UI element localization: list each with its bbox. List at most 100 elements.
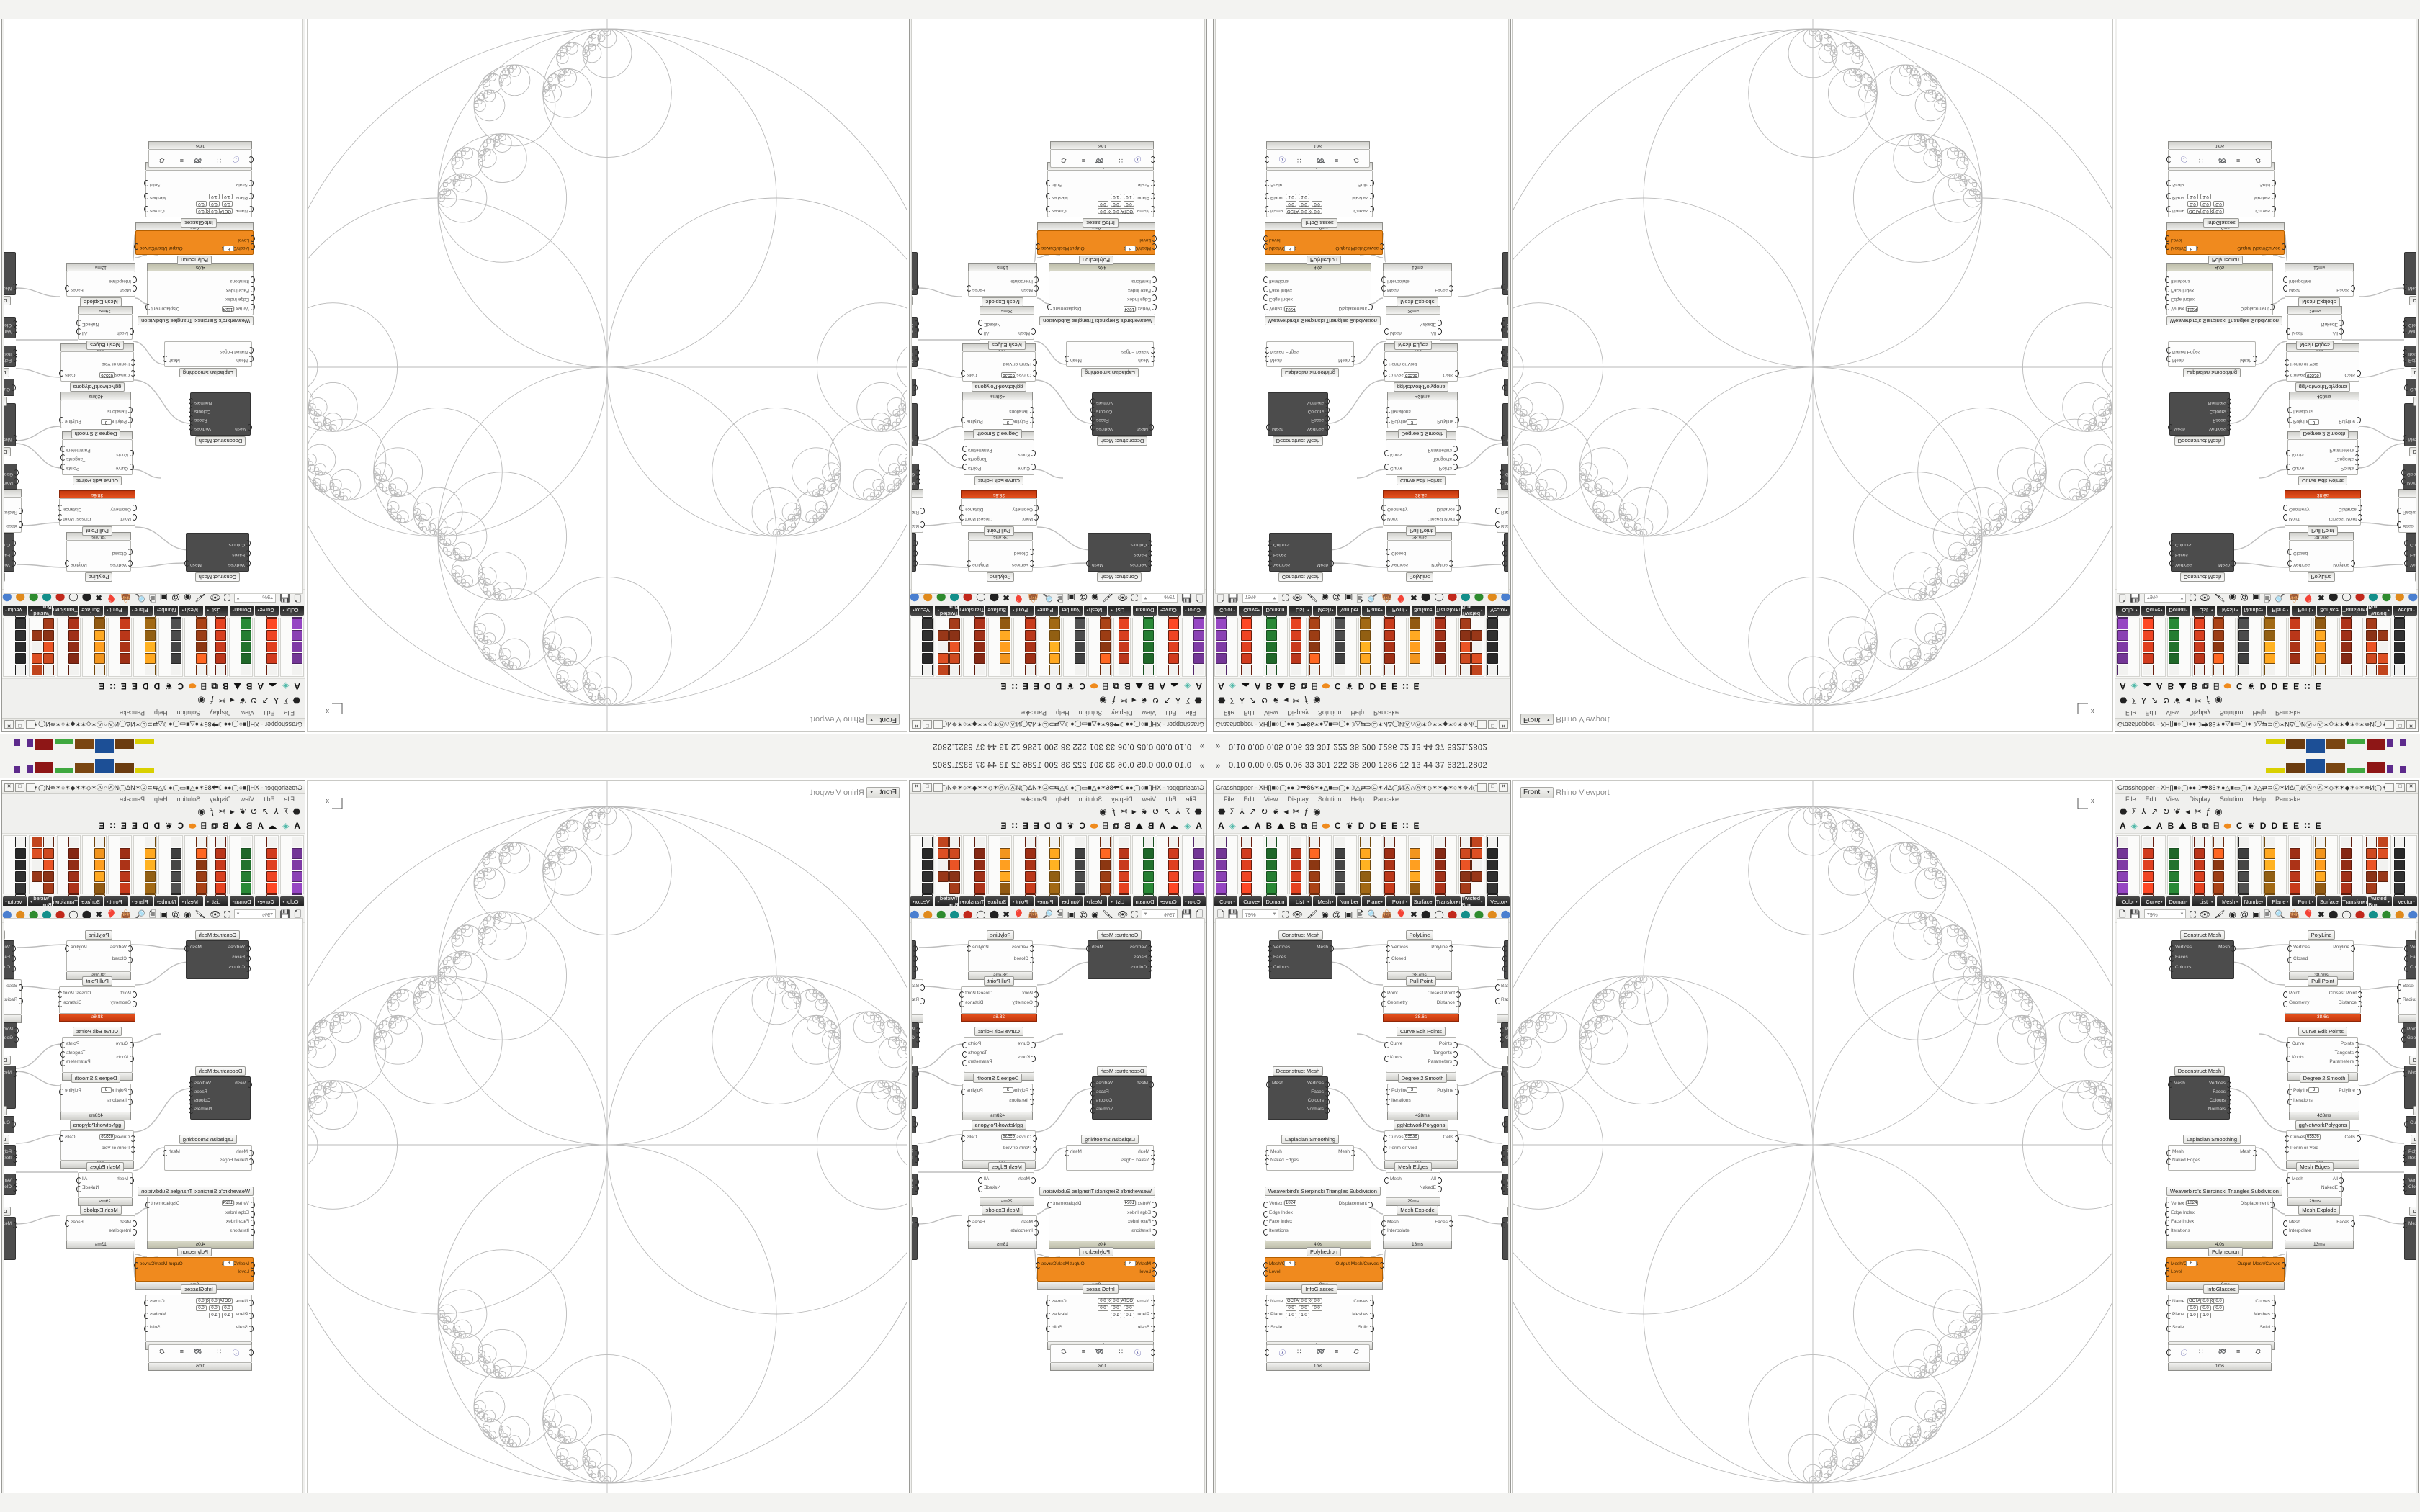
component-icon[interactable] bbox=[1487, 883, 1499, 894]
input-port[interactable] bbox=[2169, 540, 2174, 546]
shard-icon[interactable]: ◈ bbox=[1184, 681, 1191, 691]
output-port[interactable] bbox=[959, 514, 964, 521]
component-icon[interactable] bbox=[949, 883, 961, 894]
fit-view-icon[interactable]: ⛶ bbox=[1131, 593, 1138, 603]
chevron-down-icon[interactable]: ▾ bbox=[2160, 608, 2163, 613]
component-icon[interactable] bbox=[1471, 642, 1482, 652]
component-icon[interactable] bbox=[2378, 848, 2389, 859]
gh-component[interactable]: PolyLine Vertices Closed Polyline 387ms bbox=[967, 532, 1034, 582]
component-ribbon[interactable] bbox=[2, 833, 305, 896]
component-icon[interactable] bbox=[2213, 871, 2224, 882]
component-body[interactable]: Polyline Iterations Polyline 3 bbox=[59, 400, 133, 428]
component-icon[interactable] bbox=[145, 616, 156, 618]
component-icon[interactable] bbox=[1049, 860, 1061, 870]
param-oz[interactable]: 0.0 bbox=[2187, 1305, 2198, 1311]
input-port[interactable] bbox=[132, 285, 137, 292]
menu-item-edit[interactable]: Edit bbox=[1243, 796, 1255, 803]
input-port[interactable] bbox=[246, 550, 251, 557]
component-icon[interactable] bbox=[974, 616, 985, 618]
grasshopper-canvas[interactable]: Construct Mesh Vertices Faces Colours Mesh Po… bbox=[911, 18, 1205, 594]
plug-icon[interactable]: ⛭ bbox=[159, 1348, 165, 1355]
menu-item-display[interactable]: Display bbox=[2189, 796, 2210, 803]
gh-component[interactable]: Mesh Explode Mesh Interpolate Faces 13ms bbox=[65, 263, 137, 307]
tab-color[interactable]: Color ▾ bbox=[1214, 896, 1238, 906]
input-port[interactable] bbox=[1381, 505, 1386, 511]
component-icon[interactable] bbox=[1099, 665, 1111, 675]
capsule-icon[interactable]: ◉ bbox=[1091, 593, 1099, 603]
alpha-letter-E[interactable]: E bbox=[120, 821, 127, 831]
component-icon[interactable] bbox=[1024, 665, 1036, 675]
menu-item-pancake[interactable]: Pancake bbox=[2275, 796, 2300, 803]
input-port[interactable] bbox=[132, 991, 137, 998]
component-icon[interactable] bbox=[2289, 653, 2300, 664]
component-icon[interactable] bbox=[1309, 848, 1321, 859]
component-icon[interactable] bbox=[1265, 642, 1277, 652]
input-port[interactable] bbox=[1034, 276, 1039, 283]
chevron-down-icon[interactable]: ▾ bbox=[207, 899, 210, 904]
viewport-view-preset[interactable]: Front ▼ bbox=[1520, 787, 1554, 798]
output-port[interactable] bbox=[1369, 206, 1374, 212]
component-icon[interactable] bbox=[145, 665, 156, 675]
component-icon[interactable] bbox=[1384, 883, 1396, 894]
output-port[interactable] bbox=[962, 1050, 967, 1058]
input-port[interactable] bbox=[246, 945, 251, 952]
gha-icon[interactable]: ▣ bbox=[1345, 593, 1353, 603]
output-port[interactable] bbox=[2356, 1135, 2361, 1142]
param-iterations[interactable]: 3 bbox=[1407, 1087, 1417, 1093]
component-icon[interactable] bbox=[1487, 630, 1499, 641]
alpha-letter-E[interactable]: E bbox=[2315, 821, 2321, 831]
input-port[interactable] bbox=[1150, 1326, 1155, 1332]
wye-icon[interactable]: ⅄ bbox=[1239, 806, 1245, 816]
component-icon[interactable] bbox=[1410, 894, 1421, 896]
component-icon[interactable] bbox=[2168, 618, 2179, 629]
input-port[interactable] bbox=[12, 1071, 17, 1077]
gh-component[interactable]: InfoGlasses Name Plane Scale Curves Meshes Sol… bbox=[1046, 162, 1155, 228]
alpha-letter-D[interactable]: D bbox=[1369, 681, 1376, 691]
gh-component[interactable]: PolyLine Vertices Closed Polyline 387ms bbox=[1386, 532, 1453, 582]
alpha-toolbar[interactable]: A ◈ ☁ A B ⛰ B ⧉ ⌸ ⬬ C ❦ D D E E ∷ E bbox=[1214, 819, 1510, 833]
component-icon[interactable] bbox=[241, 871, 252, 882]
profile-blue-icon[interactable]: ⬤ bbox=[1500, 909, 1510, 919]
input-port[interactable] bbox=[2403, 1185, 2408, 1192]
component-body[interactable]: BaseRadiusSphere0.00.00.00.00.01.01.0 bbox=[4, 497, 23, 533]
component-icon[interactable] bbox=[1049, 837, 1061, 847]
component-icon[interactable] bbox=[1459, 630, 1471, 641]
component-icon[interactable] bbox=[1410, 642, 1421, 652]
component-icon[interactable] bbox=[31, 642, 42, 652]
loop-icon[interactable]: ↻ bbox=[1260, 696, 1268, 706]
input-port[interactable] bbox=[1384, 450, 1389, 456]
output-port[interactable] bbox=[1325, 1081, 1330, 1088]
component-icon[interactable] bbox=[1240, 883, 1252, 894]
menu-item-view[interactable]: View bbox=[1264, 709, 1278, 716]
component-icon[interactable] bbox=[1309, 860, 1321, 870]
component-icon[interactable] bbox=[1193, 848, 1204, 859]
input-port[interactable] bbox=[2404, 550, 2409, 557]
param-oy[interactable]: 0.0 bbox=[196, 1298, 207, 1304]
tab-vector[interactable]: Vector ▾ bbox=[2, 606, 27, 616]
gh-component[interactable]: Curve Edit Points Curve Knots Points Tangent… bbox=[2286, 1027, 2360, 1081]
component-icon[interactable] bbox=[215, 642, 226, 652]
gh-component[interactable]: Mesh Explode Mesh Interpolate Faces 13ms bbox=[1381, 263, 1453, 307]
shard-icon[interactable]: ◈ bbox=[1229, 681, 1236, 691]
component-icon[interactable] bbox=[2118, 653, 2128, 664]
output-port[interactable] bbox=[2339, 1186, 2344, 1192]
output-port[interactable] bbox=[967, 560, 972, 567]
output-port[interactable] bbox=[1090, 424, 1095, 431]
component-icon[interactable] bbox=[2238, 848, 2250, 859]
tab-vector[interactable]: Vector ▾ bbox=[1486, 896, 1510, 906]
component-icon[interactable] bbox=[241, 618, 252, 629]
chevron-down-icon[interactable]: ▾ bbox=[1135, 608, 1138, 613]
menu-item-file[interactable]: File bbox=[1224, 796, 1234, 803]
param-scale[interactable]: 1.0 bbox=[1111, 194, 1121, 199]
component-icon[interactable] bbox=[94, 883, 105, 894]
alpha-toolbar[interactable]: A ◈ ☁ A B ⛰ B ⧉ ⌸ ⬬ C ❦ D D E E ∷ E bbox=[2115, 679, 2418, 693]
input-port[interactable] bbox=[2403, 349, 2408, 356]
input-port[interactable] bbox=[250, 1210, 255, 1218]
